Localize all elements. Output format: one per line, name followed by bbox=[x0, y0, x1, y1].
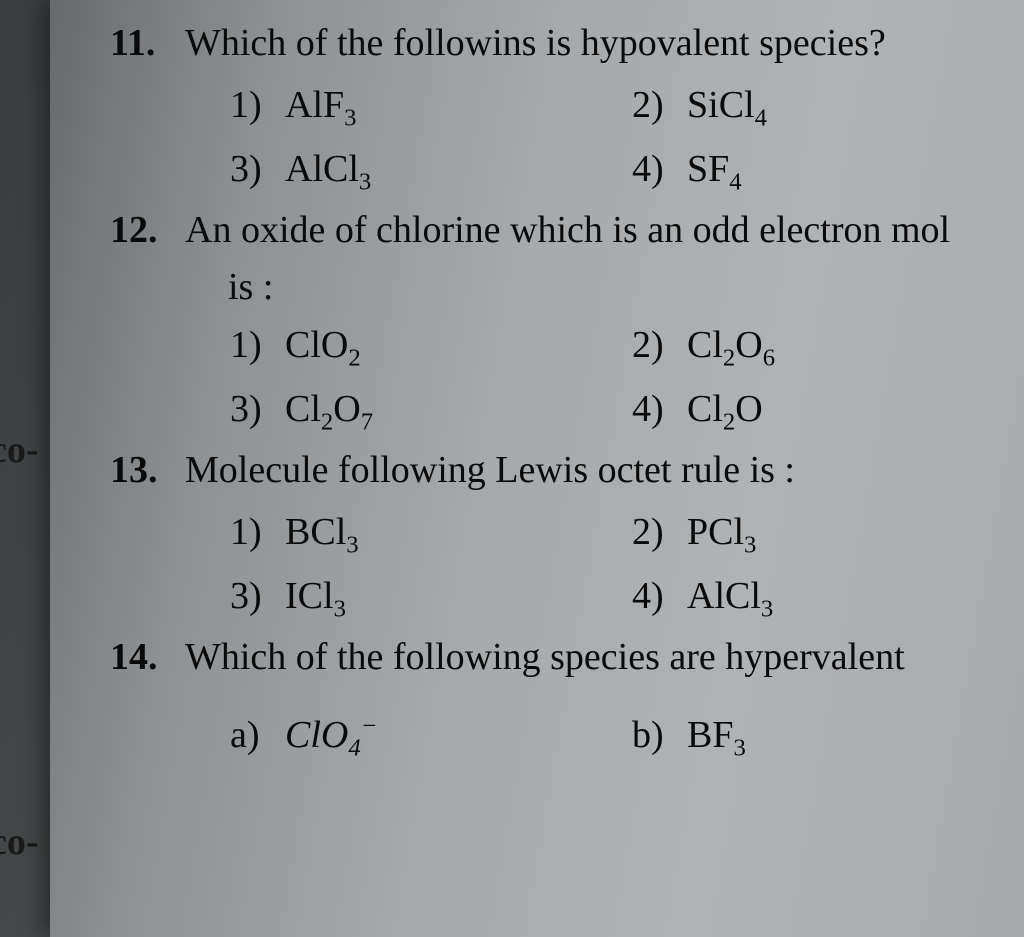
question-11: 11. Which of the followins is hypovalent… bbox=[110, 18, 994, 191]
bottom-cutoff bbox=[50, 882, 1024, 937]
option-formula: ClO4− bbox=[285, 713, 377, 757]
option-3: 3) AlCl3 bbox=[230, 147, 592, 191]
option-label: 1) bbox=[230, 510, 285, 554]
option-formula: ICl3 bbox=[285, 574, 346, 618]
option-1: 1) BCl3 bbox=[230, 510, 592, 554]
option-formula: PCl3 bbox=[687, 510, 756, 554]
option-label: 2) bbox=[632, 323, 687, 367]
option-label: 1) bbox=[230, 83, 285, 127]
question-row: 12. An oxide of chlorine which is an odd… bbox=[110, 205, 994, 256]
question-number: 14. bbox=[110, 635, 185, 679]
option-label: 3) bbox=[230, 147, 285, 191]
option-label: 3) bbox=[230, 387, 285, 431]
option-3: 3) Cl2O7 bbox=[230, 387, 592, 431]
option-a: a) ClO4− bbox=[230, 713, 592, 757]
option-label: b) bbox=[632, 713, 687, 757]
options-grid: 1) BCl3 2) PCl3 3) ICl3 4) AlCl3 bbox=[110, 510, 994, 618]
option-b: b) BF3 bbox=[632, 713, 994, 757]
option-formula: BCl3 bbox=[285, 510, 359, 554]
option-formula: Cl2O7 bbox=[285, 387, 373, 431]
question-text: Molecule following Lewis octet rule is : bbox=[185, 445, 795, 496]
question-12: 12. An oxide of chlorine which is an odd… bbox=[110, 205, 994, 430]
option-4: 4) Cl2O bbox=[632, 387, 994, 431]
option-formula: Cl2O bbox=[687, 387, 763, 431]
option-2: 2) Cl2O6 bbox=[632, 323, 994, 367]
option-label: a) bbox=[230, 713, 285, 757]
option-formula: BF3 bbox=[687, 713, 746, 757]
option-label: 4) bbox=[632, 387, 687, 431]
option-label: 2) bbox=[632, 510, 687, 554]
question-number: 12. bbox=[110, 208, 185, 252]
option-formula: SiCl4 bbox=[687, 83, 767, 127]
option-formula: AlF3 bbox=[285, 83, 356, 127]
option-4: 4) AlCl3 bbox=[632, 574, 994, 618]
question-14: 14. Which of the following species are h… bbox=[110, 632, 994, 757]
question-row: 14. Which of the following species are h… bbox=[110, 632, 994, 683]
option-4: 4) SF4 bbox=[632, 147, 994, 191]
question-row: 13. Molecule following Lewis octet rule … bbox=[110, 445, 994, 496]
page-content: 11. Which of the followins is hypovalent… bbox=[50, 0, 1024, 937]
margin-text-1: co- bbox=[0, 428, 39, 472]
option-3: 3) ICl3 bbox=[230, 574, 592, 618]
options-grid: a) ClO4− b) BF3 bbox=[110, 713, 994, 757]
option-2: 2) SiCl4 bbox=[632, 83, 994, 127]
options-grid: 1) AlF3 2) SiCl4 3) AlCl3 4) SF4 bbox=[110, 83, 994, 191]
option-label: 3) bbox=[230, 574, 285, 618]
option-formula: Cl2O6 bbox=[687, 323, 775, 367]
option-formula: ClO2 bbox=[285, 323, 361, 367]
question-text: An oxide of chlorine which is an odd ele… bbox=[185, 205, 950, 256]
option-1: 1) AlF3 bbox=[230, 83, 592, 127]
question-number: 13. bbox=[110, 448, 185, 492]
question-text-cont: is : bbox=[110, 265, 994, 309]
options-grid: 1) ClO2 2) Cl2O6 3) Cl2O7 4) Cl2O bbox=[110, 323, 994, 431]
option-1: 1) ClO2 bbox=[230, 323, 592, 367]
option-formula: AlCl3 bbox=[687, 574, 773, 618]
margin-text-2: co- bbox=[0, 820, 39, 864]
option-label: 4) bbox=[632, 147, 687, 191]
question-13: 13. Molecule following Lewis octet rule … bbox=[110, 445, 994, 618]
question-text: Which of the followins is hypovalent spe… bbox=[185, 18, 886, 69]
option-formula: AlCl3 bbox=[285, 147, 371, 191]
option-label: 4) bbox=[632, 574, 687, 618]
question-number: 11. bbox=[110, 21, 185, 65]
option-formula: SF4 bbox=[687, 147, 742, 191]
question-row: 11. Which of the followins is hypovalent… bbox=[110, 18, 994, 69]
question-text: Which of the following species are hyper… bbox=[185, 632, 905, 683]
option-label: 2) bbox=[632, 83, 687, 127]
option-label: 1) bbox=[230, 323, 285, 367]
option-2: 2) PCl3 bbox=[632, 510, 994, 554]
